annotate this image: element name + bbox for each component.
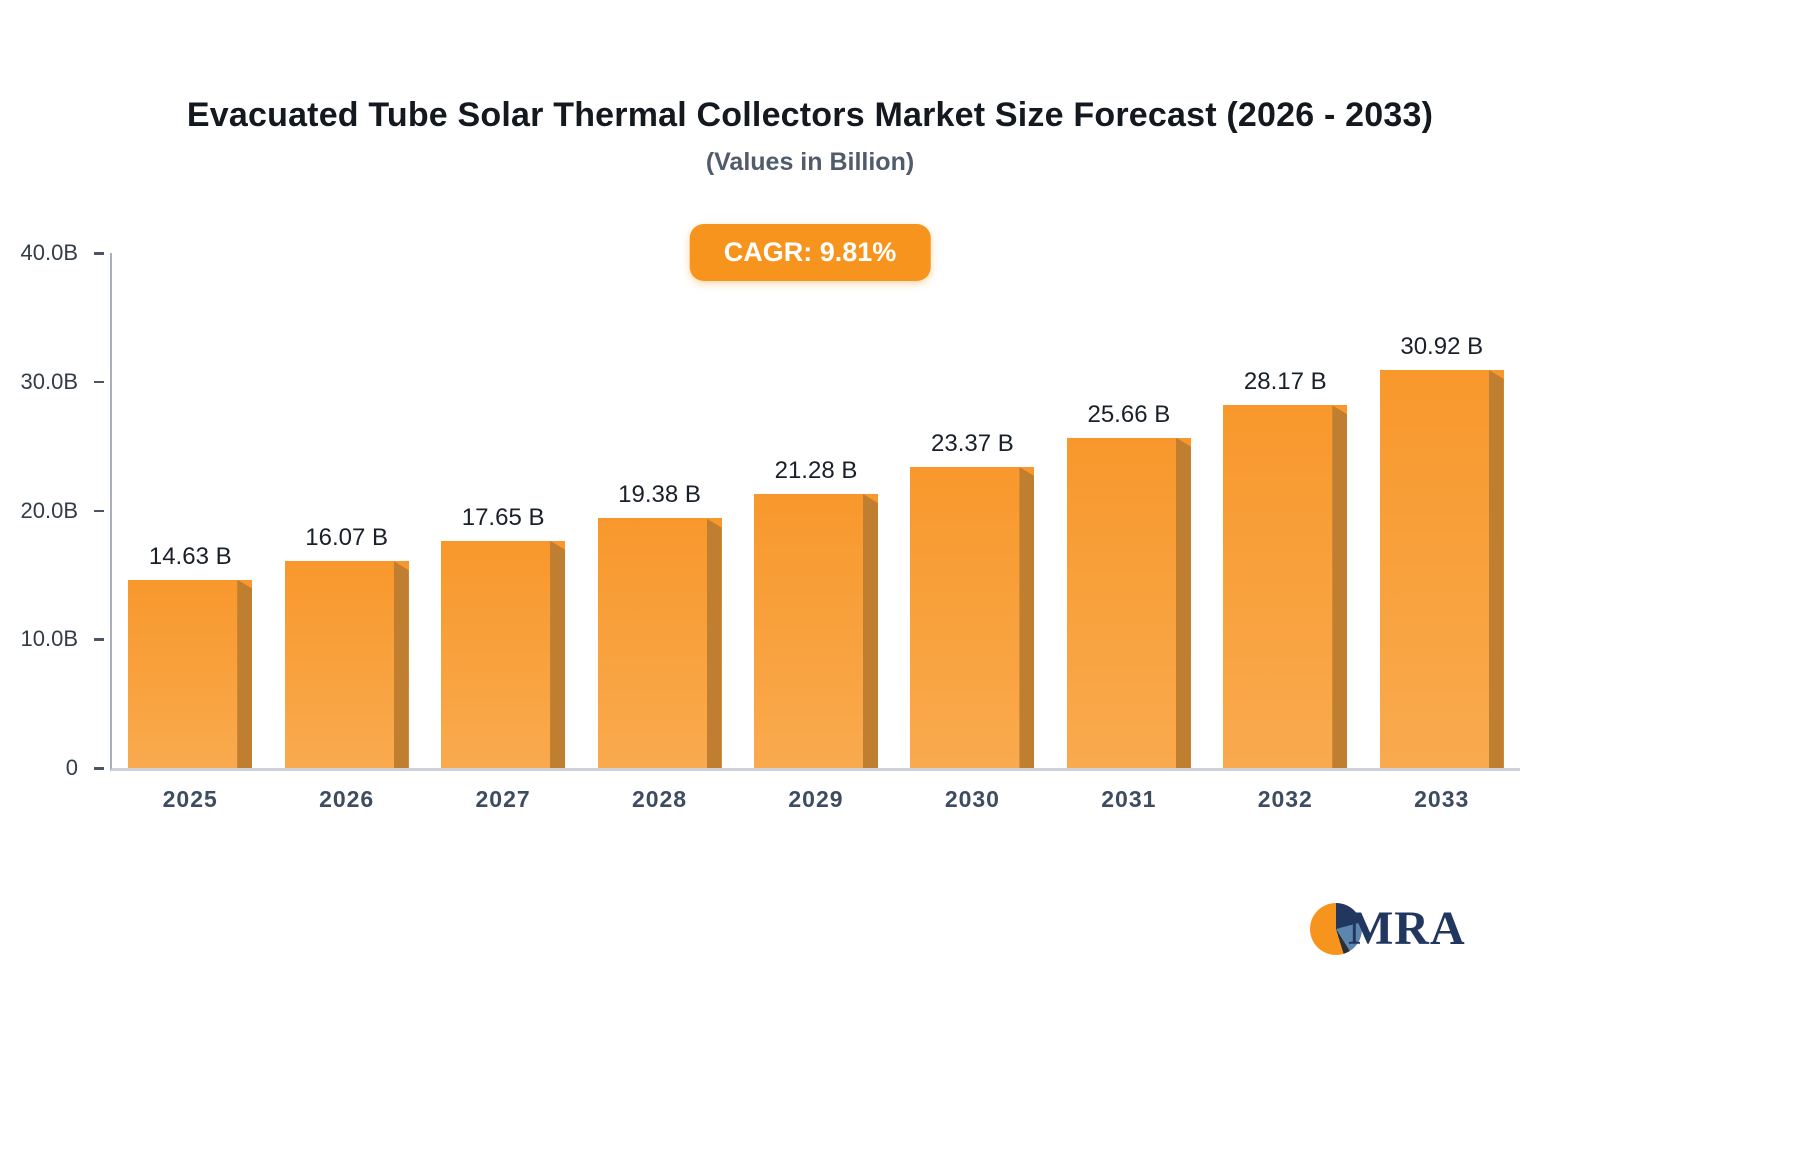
x-axis-label-2031: 2031 — [1101, 786, 1157, 812]
pie-chart-logo-icon — [1310, 902, 1362, 955]
bar-slot-2028: 19.38 B 2028 — [581, 253, 737, 812]
y-tick-label: 0 — [65, 755, 78, 780]
bar-2031: 25.66 B — [1066, 401, 1191, 768]
y-tick-mark — [94, 638, 104, 641]
bar-slot-2029: 21.28 B 2029 — [738, 253, 894, 812]
y-tick-mark — [94, 380, 104, 384]
chart-title: Evacuated Tube Solar Thermal Collectors … — [186, 96, 1434, 134]
x-axis-label-2029: 2029 — [788, 786, 844, 812]
bar-value-label: 23.37 B — [931, 430, 1014, 458]
x-axis-label-2026: 2026 — [319, 786, 375, 812]
bar-2029: 21.28 B — [753, 457, 878, 768]
bar-value-label: 19.38 B — [618, 481, 701, 509]
bar-2025: 14.63 B — [128, 543, 253, 768]
x-axis-label-2027: 2027 — [475, 786, 531, 812]
bar-value-label: 28.17 B — [1243, 368, 1327, 396]
bar-2027: 17.65 B — [441, 504, 566, 768]
bar-slot-2026: 16.07 B 2026 — [268, 253, 424, 812]
bar-value-label: 14.63 B — [148, 542, 232, 570]
y-tick-label: 40.0B — [20, 240, 79, 265]
bar-value-label: 30.92 B — [1400, 332, 1484, 360]
bar-2026: 16.07 B — [284, 524, 409, 768]
mra-logo: MRA — [1310, 901, 1466, 956]
cagr-badge: CAGR: 9.81% — [689, 224, 931, 281]
y-tick-mark — [94, 767, 104, 770]
x-axis-label-2032: 2032 — [1257, 786, 1313, 812]
x-axis-label-2033: 2033 — [1414, 786, 1470, 812]
y-tick-mark — [94, 252, 104, 255]
bar-2032: 28.17 B — [1223, 368, 1348, 768]
bar-2028: 19.38 B — [597, 481, 722, 768]
bar-slot-2030: 23.37 B 2030 — [894, 253, 1050, 812]
plot-area: 14.63 B 2025 16.07 B 2026 17.65 B 2027 19.38 B… — [21, 240, 1520, 812]
bar-value-label: 25.66 B — [1087, 400, 1171, 428]
chart-subtitle: (Values in Billion) — [705, 148, 915, 176]
mra-logo-text: MRA — [1348, 902, 1466, 955]
bar-slot-2025: 14.63 B 2025 — [112, 253, 268, 812]
y-tick-label: 10.0B — [20, 626, 79, 652]
x-axis-label-2025: 2025 — [162, 786, 218, 812]
bar-slot-2027: 17.65 B 2027 — [425, 253, 581, 812]
bar-2030: 23.37 B — [910, 430, 1035, 768]
x-axis-label-2028: 2028 — [631, 786, 688, 812]
bar-slot-2032: 28.17 B 2032 — [1207, 253, 1363, 812]
bar-value-label: 17.65 B — [461, 503, 545, 531]
bar-value-label: 21.28 B — [774, 457, 858, 485]
bar-slot-2031: 25.66 B 2031 — [1051, 253, 1207, 812]
x-axis-label-2030: 2030 — [944, 786, 1000, 812]
y-tick-label: 30.0B — [20, 368, 79, 394]
y-tick-mark — [94, 509, 104, 512]
bar-value-label: 16.07 B — [305, 524, 389, 552]
y-tick-label: 20.0B — [20, 497, 79, 523]
bar-slot-2033: 30.92 B 2033 — [1364, 253, 1520, 812]
bar-2033: 30.92 B — [1379, 333, 1504, 768]
